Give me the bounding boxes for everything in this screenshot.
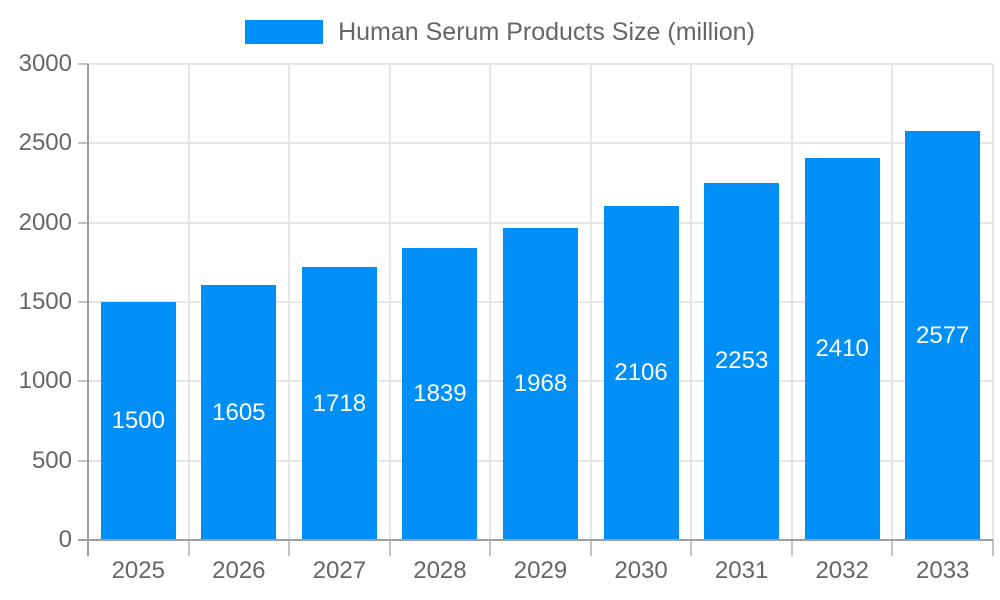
x-axis-tick-label: 2029 [513,557,568,584]
bar-2030 [603,205,679,540]
x-gridline [589,64,592,540]
x-axis-tick [489,540,492,556]
bar-value-label: 1605 [212,398,266,426]
y-gridline [88,142,993,145]
x-axis-tick-label: 2031 [714,557,769,584]
x-axis-tick-label: 2026 [212,557,266,584]
bar-value-label: 1500 [111,407,165,434]
x-axis-tick-label: 2025 [111,557,165,584]
y-axis-tick-label: 1500 [18,288,72,315]
bar-value-label: 1839 [413,380,467,408]
bar-value-label: 2253 [714,347,769,375]
x-gridline [489,64,492,540]
y-axis-tick [78,63,88,65]
y-axis-tick-label: 3000 [18,50,72,77]
x-axis-tick-label: 2028 [413,557,467,584]
x-axis-tick [790,540,793,556]
y-axis-line [87,64,89,556]
bar-2025 [100,302,176,540]
bar-2028 [402,248,478,540]
x-axis-tick [992,540,994,556]
y-axis-tick-label: 2000 [18,208,72,236]
bar-value-label: 2106 [614,358,668,386]
x-axis-tick-label: 2030 [614,557,668,584]
x-gridline [690,64,693,540]
x-gridline [891,64,894,540]
x-gridline [388,64,391,540]
bar-2033 [905,131,981,540]
x-axis-line [78,539,993,541]
y-axis-tick [78,380,88,383]
bar-value-label: 2577 [916,321,970,349]
x-gridline [288,64,291,540]
bar-value-label: 2410 [815,334,869,362]
bar-2027 [301,267,377,540]
x-axis-tick [690,540,693,556]
bar-value-label: 1968 [513,369,568,397]
legend-swatch-icon [245,20,324,44]
y-axis-tick-label: 1000 [18,367,72,395]
x-axis-tick-label: 2032 [815,557,869,584]
x-gridline [992,64,994,540]
y-axis-tick-label: 500 [31,446,72,474]
bar-value-label: 1718 [312,389,367,417]
y-gridline [88,63,993,65]
bar-2029 [503,227,578,540]
x-axis-tick-label: 2027 [312,557,367,584]
x-axis-tick [187,540,190,556]
bar-2026 [201,285,277,540]
bar-2032 [804,157,880,540]
x-axis-tick-label: 2033 [916,557,970,584]
y-axis-tick-label: 2500 [18,129,72,157]
legend-label: Human Serum Products Size (million) [338,18,755,46]
y-axis-tick [78,221,88,224]
x-gridline [187,64,190,540]
x-gridline [790,64,793,540]
y-axis-tick [78,142,88,145]
x-axis-tick [589,540,592,556]
x-axis-tick [891,540,894,556]
chart-legend[interactable]: Human Serum Products Size (million) [0,17,1000,47]
x-axis-tick [388,540,391,556]
y-axis-tick-label: 0 [58,526,72,553]
y-axis-tick [78,301,88,303]
y-gridline [88,221,993,224]
bar-2031 [704,182,780,540]
y-axis-tick [78,459,88,462]
x-axis-tick [288,540,291,556]
